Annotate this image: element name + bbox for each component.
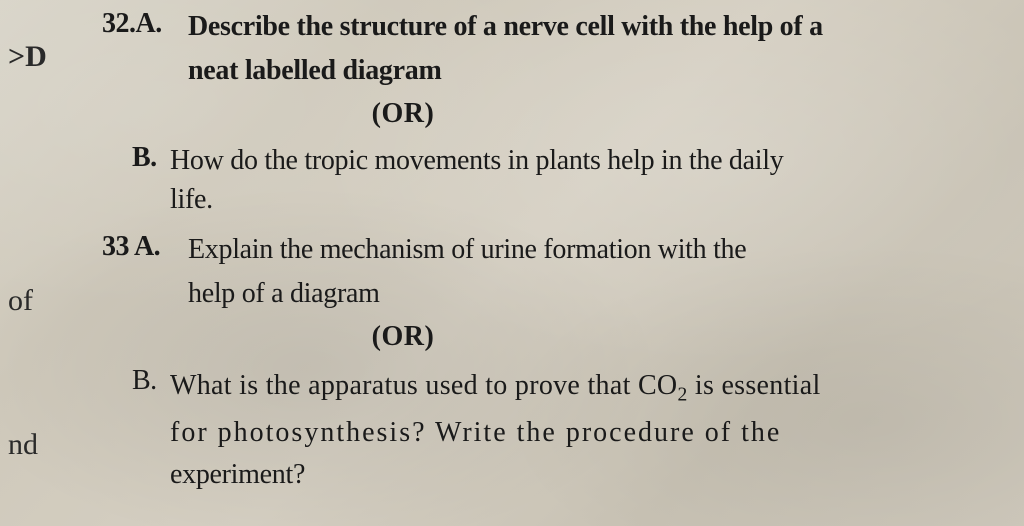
question-33b-line2: for photosynthesis? Write the procedure … xyxy=(170,414,1004,452)
question-label-33b: B. xyxy=(132,365,170,397)
question-33a-line1: Explain the mechanism of urine formation… xyxy=(188,231,746,269)
question-32a-line1: Describe the structure of a nerve cell w… xyxy=(188,8,823,46)
question-32b: B. How do the tropic movements in plants… xyxy=(132,142,1004,180)
question-number-33a: 33 A. xyxy=(102,231,188,263)
question-label-32b: B. xyxy=(132,142,170,174)
question-32a-line2: neat labelled diagram xyxy=(188,52,1004,90)
question-33b-line1-part1: What is the apparatus used to prove that… xyxy=(170,370,677,401)
or-separator-2: (OR) xyxy=(102,321,1004,353)
margin-annotation-d: >D xyxy=(8,40,47,74)
or-separator-1: (OR) xyxy=(102,98,1004,130)
question-33b-line1: What is the apparatus used to prove that… xyxy=(170,365,821,410)
question-33b: B. What is the apparatus used to prove t… xyxy=(132,365,1004,410)
question-33b-line1-part2: is essential xyxy=(688,370,821,401)
question-32a: 32.A. Describe the structure of a nerve … xyxy=(102,8,1004,46)
question-33a: 33 A. Explain the mechanism of urine for… xyxy=(102,231,1004,269)
question-33b-line3: experiment? xyxy=(170,456,1004,494)
question-32b-line1: How do the tropic movements in plants he… xyxy=(170,142,783,180)
question-32b-line2: life. xyxy=(170,181,1004,219)
question-number-32a: 32.A. xyxy=(102,8,188,40)
co2-subscript: 2 xyxy=(677,384,687,405)
margin-fragment-nd: nd xyxy=(8,428,38,462)
question-33a-line2: help of a diagram xyxy=(188,275,1004,313)
margin-fragment-of: of xyxy=(8,284,33,318)
